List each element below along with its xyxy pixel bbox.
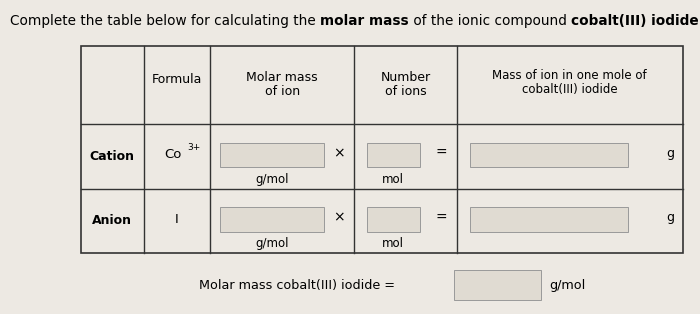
Text: Formula: Formula (152, 73, 202, 86)
Text: of ions: of ions (385, 85, 426, 98)
Bar (80, 46, 682, 253)
Text: ×: × (333, 210, 345, 225)
Text: of ion: of ion (265, 85, 300, 98)
Text: ×: × (333, 146, 345, 160)
Text: g: g (666, 147, 674, 160)
Text: Molar mass cobalt(III) iodide =: Molar mass cobalt(III) iodide = (199, 279, 395, 292)
Text: cobalt(III) iodide: cobalt(III) iodide (570, 14, 699, 28)
Text: .: . (699, 14, 700, 28)
Text: Complete the table below for calculating the: Complete the table below for calculating… (10, 14, 320, 28)
Text: Mass of ion in one mole of: Mass of ion in one mole of (492, 69, 647, 82)
Bar (220, 207, 324, 232)
Bar (367, 143, 420, 167)
Text: mol: mol (382, 173, 405, 186)
Text: =: = (435, 210, 447, 225)
Text: 3+: 3+ (188, 143, 201, 152)
Text: Number: Number (381, 71, 430, 84)
Text: =: = (435, 146, 447, 160)
Bar (470, 143, 629, 167)
Text: cobalt(III) iodide: cobalt(III) iodide (522, 83, 617, 96)
Text: Anion: Anion (92, 214, 132, 227)
Text: Cation: Cation (90, 150, 134, 163)
Bar (220, 143, 324, 167)
Text: Co: Co (164, 148, 181, 161)
Text: mol: mol (382, 237, 405, 250)
Text: molar mass: molar mass (320, 14, 409, 28)
Text: Molar mass: Molar mass (246, 71, 318, 84)
Bar (367, 207, 420, 232)
Text: g: g (666, 211, 674, 224)
Text: I: I (175, 213, 178, 225)
Text: g/mol: g/mol (550, 279, 586, 292)
Text: of the ionic compound: of the ionic compound (409, 14, 570, 28)
Text: g/mol: g/mol (256, 173, 289, 186)
Bar (454, 270, 541, 300)
Bar (470, 207, 629, 232)
Text: g/mol: g/mol (256, 237, 289, 250)
